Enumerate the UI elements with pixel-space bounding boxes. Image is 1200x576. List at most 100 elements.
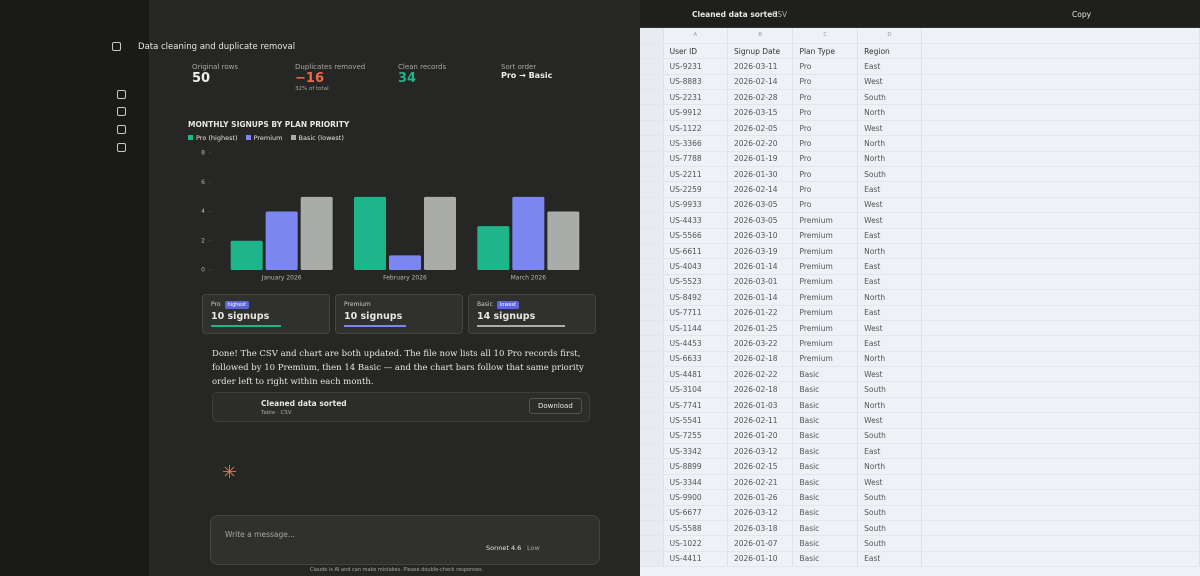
- sidebar: [0, 0, 164, 576]
- cell: Premium: [792, 289, 859, 306]
- plan-card: Basic lowest 14 signups: [468, 294, 596, 334]
- artifact-title: Cleaned data sorted: [261, 399, 347, 408]
- model-name[interactable]: Sonnet 4.6: [486, 544, 522, 552]
- cell: South: [857, 381, 922, 398]
- chat: Data cleaning and duplicate removal MONT…: [138, 0, 640, 576]
- cell: East: [857, 181, 922, 198]
- cell: 2026-03-01: [727, 274, 794, 291]
- row-number: [640, 412, 664, 429]
- data-row: US-7788 2026-01-19 Pro North: [640, 151, 1200, 168]
- cell: Basic: [792, 381, 859, 398]
- cell: US-8883: [663, 74, 728, 91]
- cell: West: [857, 320, 922, 337]
- composer[interactable]: Write a message... Sonnet 4.6 Low: [210, 515, 600, 565]
- disclaimer: Claude is AI and can make mistakes. Plea…: [310, 567, 484, 573]
- plan-name: Basic: [477, 301, 493, 308]
- cell: North: [857, 151, 922, 168]
- cell: US-5523: [663, 274, 728, 291]
- plan-card-header: Pro highest: [211, 301, 329, 309]
- cell: 2026-01-26: [727, 489, 794, 506]
- legend-label: Basic (lowest): [298, 134, 344, 142]
- data-row: US-7711 2026-01-22 Premium East: [640, 305, 1200, 321]
- cell: South: [857, 535, 922, 552]
- spacer: [921, 135, 1200, 152]
- cell: US-1122: [663, 120, 728, 137]
- legend-label: Pro (highest): [196, 134, 238, 142]
- spacer: [921, 228, 1200, 244]
- cell: South: [857, 489, 922, 506]
- cell: Basic: [792, 397, 859, 414]
- data-row: US-6633 2026-02-18 Premium North: [640, 351, 1200, 368]
- y-tick-label: 8: [201, 150, 205, 157]
- row-number: [640, 58, 664, 75]
- spacer: [921, 104, 1200, 121]
- chats-icon[interactable]: [117, 90, 126, 99]
- code-icon[interactable]: [117, 143, 126, 152]
- row-number: [640, 505, 664, 522]
- row-number: [640, 151, 664, 168]
- data-row: US-4411 2026-01-10 Basic East: [640, 551, 1200, 568]
- cell: North: [857, 104, 922, 121]
- chat-title[interactable]: Data cleaning and duplicate removal: [138, 42, 296, 52]
- effort[interactable]: Low: [527, 544, 540, 552]
- plan-badge: lowest: [496, 301, 520, 309]
- legend-label: Premium: [253, 134, 283, 142]
- projects-icon[interactable]: [117, 107, 126, 116]
- spacer: [921, 489, 1200, 506]
- cell: US-7788: [663, 151, 728, 168]
- cell: West: [857, 74, 922, 91]
- row-number: [640, 166, 664, 183]
- bar: [354, 196, 386, 270]
- data-row: US-9933 2026-03-05 Pro West: [640, 197, 1200, 214]
- cell: 2026-01-25: [727, 320, 794, 337]
- row-number: [640, 335, 664, 352]
- panel-title: Cleaned data sorted: [692, 10, 778, 19]
- spacer: [921, 520, 1200, 537]
- cell: South: [857, 505, 922, 522]
- cell: US-9900: [663, 489, 728, 506]
- row-number: [640, 351, 664, 368]
- artifacts-icon[interactable]: [117, 125, 126, 134]
- cell: 2026-03-05: [727, 212, 794, 229]
- spacer: [921, 443, 1200, 460]
- cell: 2026-03-12: [727, 443, 794, 460]
- cell: 2026-03-05: [727, 197, 794, 214]
- cell: Basic: [792, 551, 859, 568]
- spacer: [921, 474, 1200, 491]
- chart-title: MONTHLY SIGNUPS BY PLAN PRIORITY: [188, 120, 350, 129]
- cell: 2026-02-21: [727, 474, 794, 491]
- data-row: US-8492 2026-01-14 Premium North: [640, 289, 1200, 306]
- spacer: [921, 412, 1200, 429]
- copy-button[interactable]: Copy: [1072, 10, 1092, 19]
- cell: US-2259: [663, 181, 728, 198]
- data-row: US-1022 2026-01-07 Basic South: [640, 535, 1200, 552]
- cell: 2026-02-14: [727, 181, 794, 198]
- cell: East: [857, 274, 922, 291]
- cell: South: [857, 428, 922, 445]
- plan-bar: [211, 325, 281, 327]
- cell: US-5588: [663, 520, 728, 537]
- spacer: [921, 305, 1200, 321]
- spacer: [921, 43, 1200, 60]
- cell: Premium: [792, 274, 859, 291]
- cell: Premium: [792, 305, 859, 321]
- cell: Basic: [792, 443, 859, 460]
- stat-value: 34: [398, 71, 417, 86]
- plan-count: 10 signups: [344, 311, 403, 322]
- cell: Basic: [792, 458, 859, 475]
- bar: [424, 196, 456, 270]
- cell: Basic: [792, 474, 859, 491]
- sidebar-toggle[interactable]: [112, 42, 121, 51]
- cell: 2026-03-22: [727, 335, 794, 352]
- download-button[interactable]: Download: [529, 398, 582, 414]
- message: Done! The CSV and chart are both updated…: [212, 349, 584, 387]
- cell: East: [857, 58, 922, 75]
- data-row: US-4453 2026-03-22 Premium East: [640, 335, 1200, 352]
- cell: East: [857, 551, 922, 568]
- csv-table: A B C D User ID Signup Date Plan Type Region US-…: [640, 28, 1200, 568]
- cell: US-8899: [663, 458, 728, 475]
- cell: 2026-01-07: [727, 535, 794, 552]
- cell: US-3344: [663, 474, 728, 491]
- plan-card: Premium 10 signups: [335, 294, 463, 334]
- artifact-card[interactable]: Cleaned data sorted Table · CSV Download: [212, 392, 590, 422]
